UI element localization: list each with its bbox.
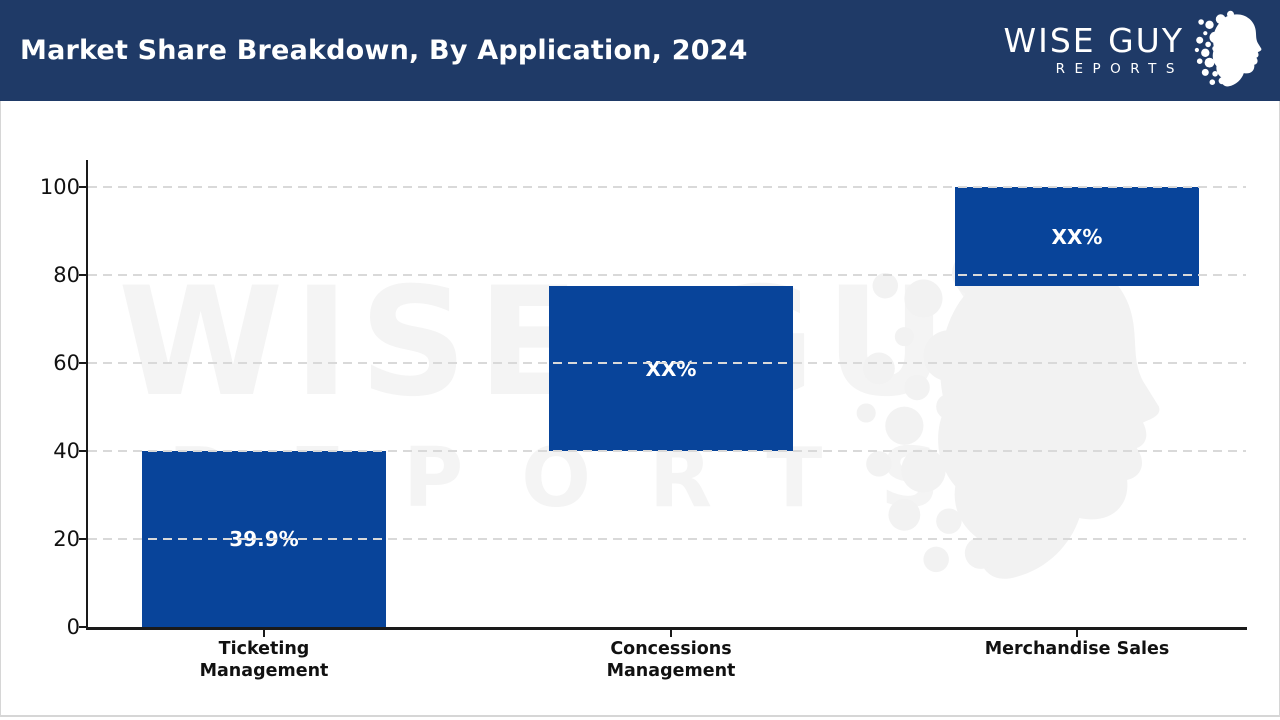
gridline-60 xyxy=(88,362,1246,364)
brand-logo-text: WISE GUY REPORTS xyxy=(1003,21,1184,78)
y-tick-label: 40 xyxy=(53,439,80,463)
brand-subname: REPORTS xyxy=(1055,61,1184,77)
y-tick-mark xyxy=(79,362,86,364)
y-tick-label: 0 xyxy=(66,615,80,639)
y-tick-label: 100 xyxy=(39,175,80,199)
y-tick-label: 20 xyxy=(53,527,80,551)
y-tick-label: 80 xyxy=(53,263,80,287)
gridline-80 xyxy=(88,274,1246,276)
gridline-40 xyxy=(88,450,1246,452)
category-label-line: Ticketing xyxy=(218,639,310,659)
y-tick-mark xyxy=(79,274,86,276)
x-axis-category-label: Merchandise Sales xyxy=(947,638,1207,660)
brand-name: WISE GUY xyxy=(1003,21,1184,60)
y-axis-line xyxy=(86,160,88,629)
x-tick-mark xyxy=(263,630,265,637)
category-label-line: Merchandise Sales xyxy=(984,639,1170,659)
bar-concessions-management: XX% xyxy=(549,286,793,452)
gridline-100 xyxy=(88,186,1246,188)
page-title: Market Share Breakdown, By Application, … xyxy=(20,35,748,66)
brand-logo: WISE GUY REPORTS xyxy=(1003,8,1266,92)
header: Market Share Breakdown, By Application, … xyxy=(0,0,1280,101)
y-tick-mark xyxy=(79,450,86,452)
bar-value-label: XX% xyxy=(1051,224,1103,249)
y-tick-mark xyxy=(79,538,86,540)
x-axis-category-label: Concessions Management xyxy=(541,638,801,682)
gridline-20 xyxy=(88,538,1246,540)
category-label-line: Concessions xyxy=(610,639,732,659)
x-tick-mark xyxy=(1076,630,1078,637)
y-tick-mark xyxy=(79,186,86,188)
bar-merchandise-sales: XX% xyxy=(955,187,1199,286)
wiseguy-head-icon xyxy=(1194,10,1262,87)
bar-value-label: XX% xyxy=(645,356,697,381)
x-axis-category-label: Ticketing Management xyxy=(134,638,394,682)
x-axis-line xyxy=(86,627,1247,630)
category-label-line: Management xyxy=(606,661,736,681)
y-tick-mark xyxy=(79,626,86,628)
x-tick-mark xyxy=(670,630,672,637)
category-label-line: Management xyxy=(199,661,329,681)
y-tick-label: 60 xyxy=(53,351,80,375)
